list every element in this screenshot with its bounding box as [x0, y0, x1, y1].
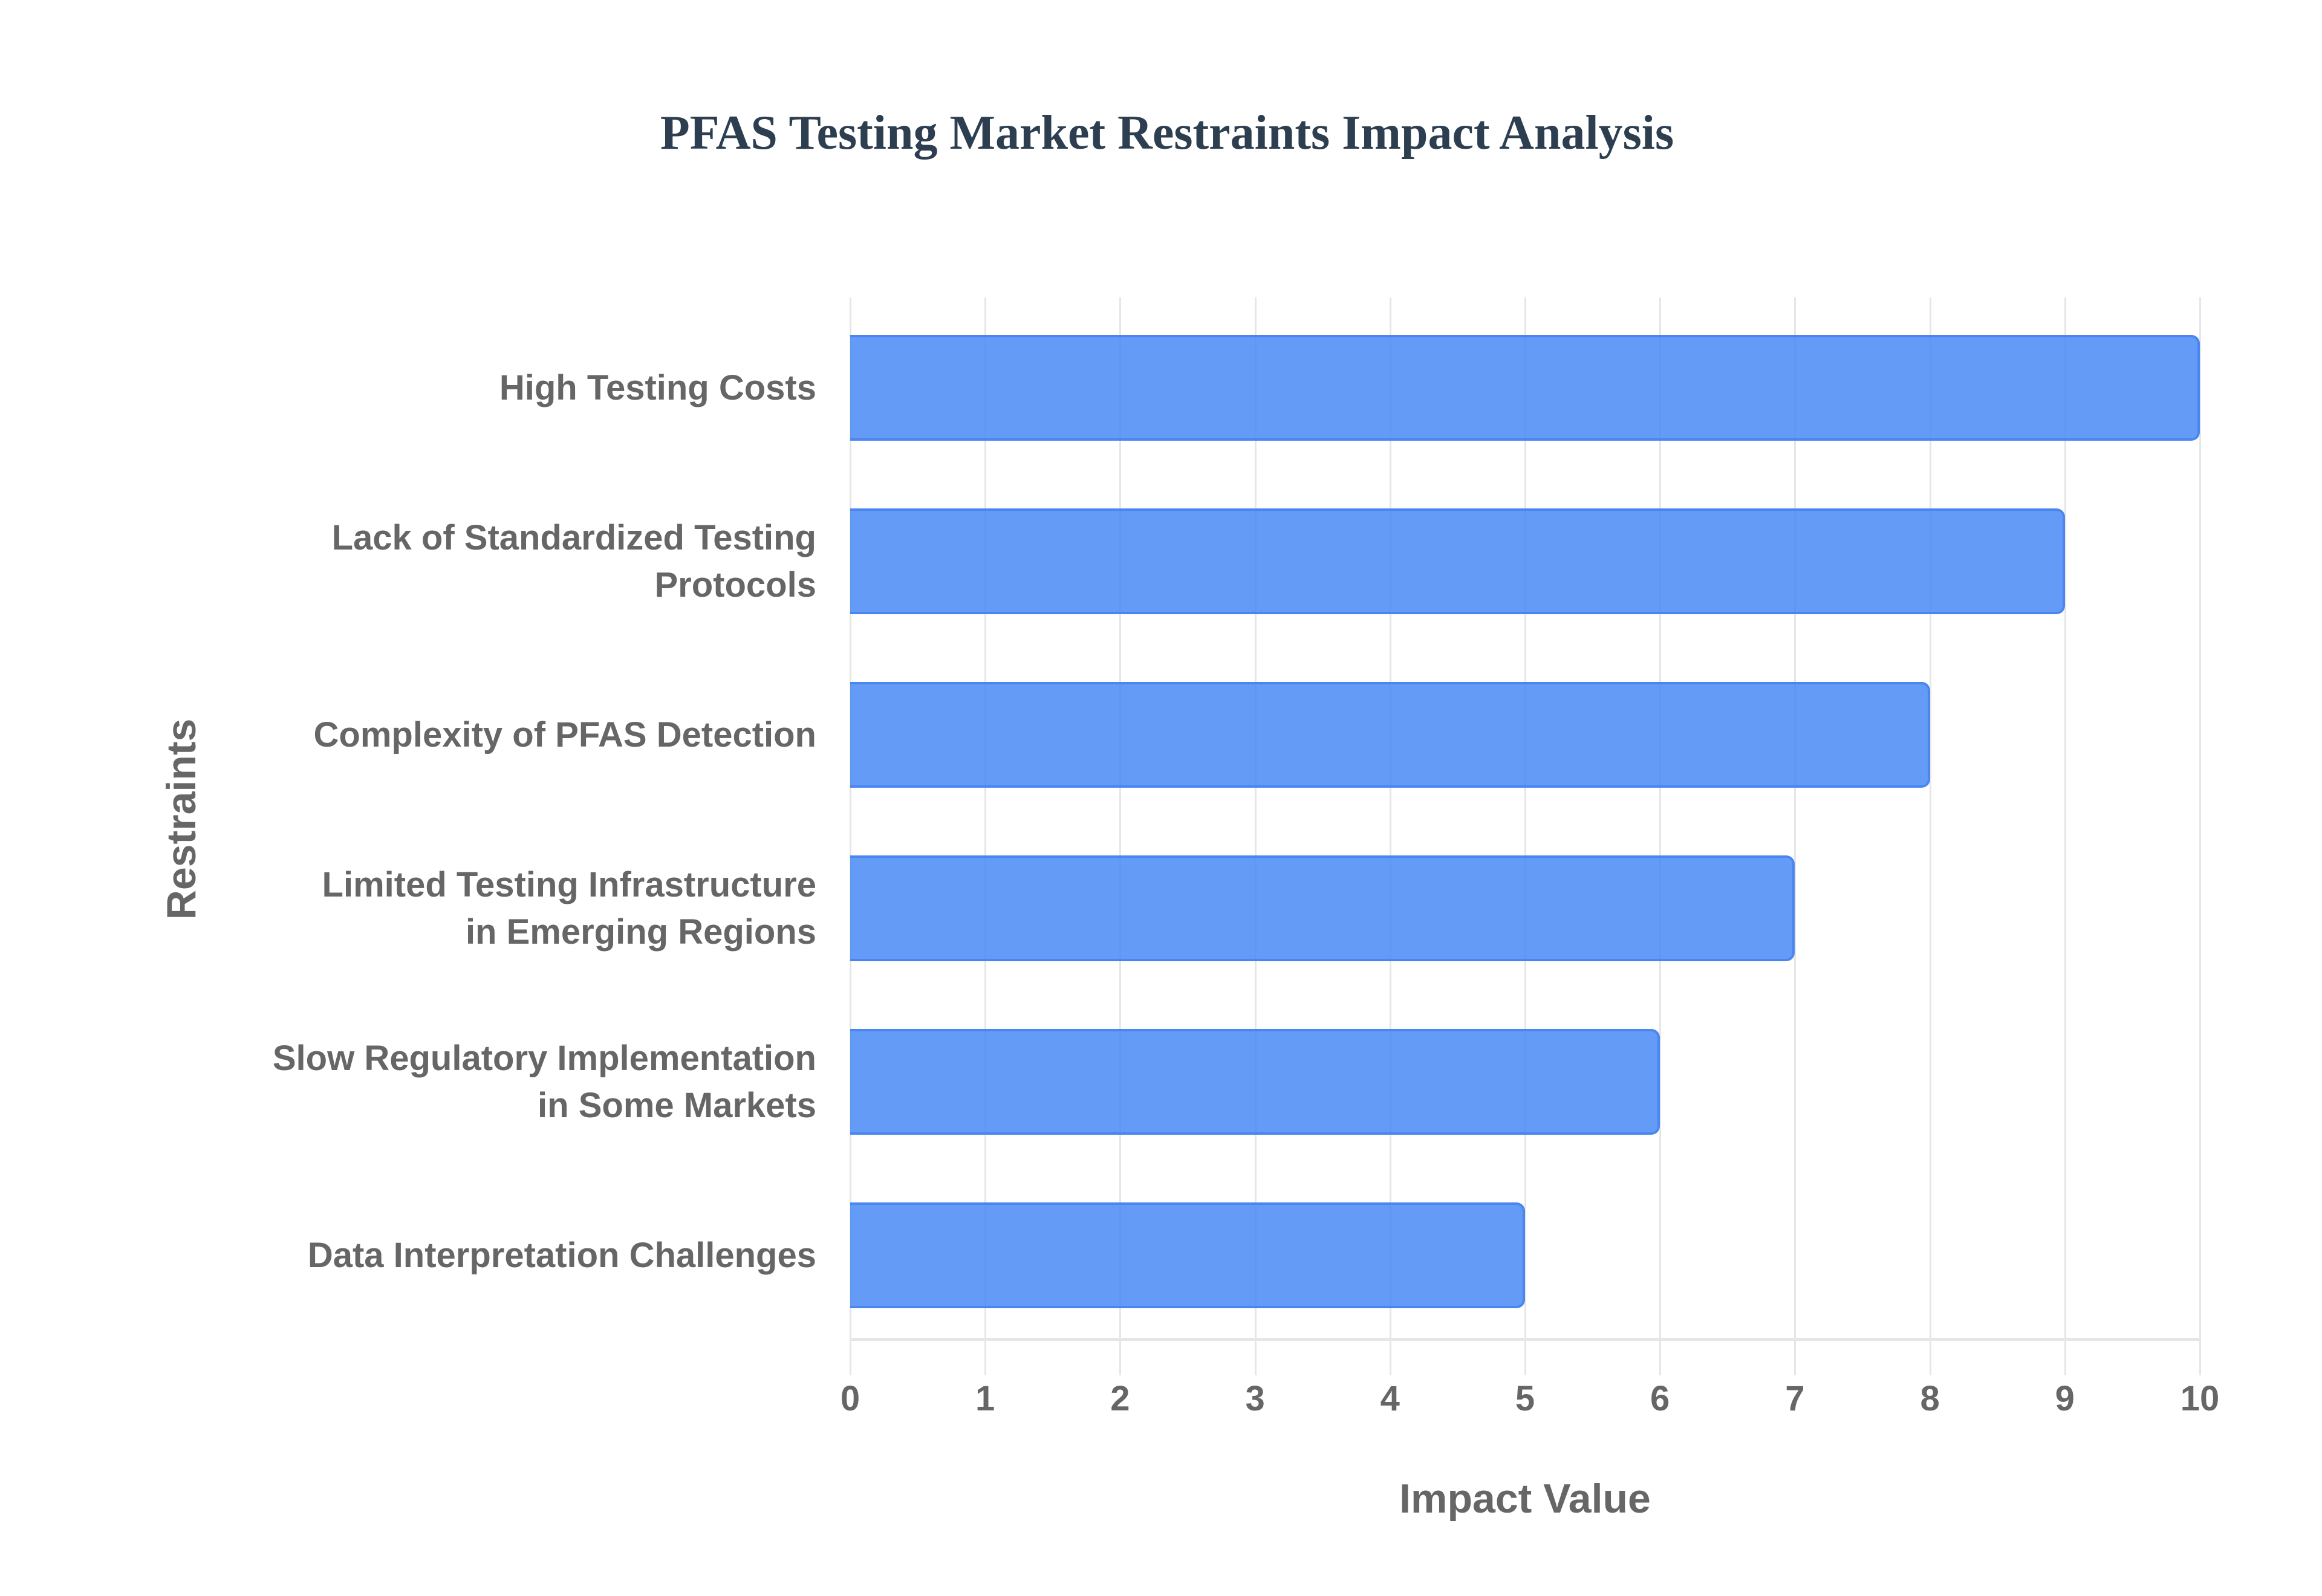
- bar[interactable]: [850, 1029, 1660, 1135]
- gridline: [2064, 297, 2066, 1375]
- gridline: [2199, 297, 2201, 1375]
- bar[interactable]: [850, 335, 2200, 441]
- y-tick-label: Lack of Standardized Testing Protocols: [331, 517, 816, 605]
- x-tick-label: 6: [1650, 1379, 1670, 1418]
- gridline: [1929, 297, 1931, 1375]
- y-axis-title: Restraints: [158, 718, 204, 920]
- bar[interactable]: [850, 1202, 1525, 1308]
- gridline: [1119, 297, 1122, 1375]
- x-tick-label: 8: [1920, 1379, 1940, 1418]
- gridline: [1389, 297, 1391, 1375]
- y-tick-label: Complexity of PFAS Detection: [313, 715, 816, 754]
- gridline: [850, 297, 851, 1375]
- x-tick-label: 7: [1785, 1379, 1805, 1418]
- x-tick-label: 4: [1380, 1379, 1400, 1418]
- x-axis-title: Impact Value: [1399, 1476, 1651, 1522]
- x-tick-label: 9: [2055, 1379, 2075, 1418]
- x-tick-label: 10: [2180, 1379, 2220, 1418]
- y-tick-label: Data Interpretation Challenges: [307, 1235, 816, 1275]
- x-tick-label: 3: [1245, 1379, 1265, 1418]
- x-axis-line: [850, 1338, 2200, 1341]
- bar[interactable]: [850, 682, 1930, 788]
- x-tick-label: 2: [1110, 1379, 1130, 1418]
- bar[interactable]: [850, 855, 1795, 961]
- x-tick-label: 0: [840, 1379, 860, 1418]
- gridline: [1794, 297, 1797, 1375]
- gridline: [1524, 297, 1526, 1375]
- y-tick-label: High Testing Costs: [499, 368, 816, 407]
- x-tick-label: 1: [975, 1379, 995, 1418]
- bar[interactable]: [850, 508, 2065, 614]
- y-tick-label: Slow Regulatory Implementation in Some M…: [272, 1038, 816, 1125]
- gridline: [984, 297, 987, 1375]
- y-tick-label: Limited Testing Infrastructure in Emergi…: [322, 864, 816, 952]
- x-tick-label: 5: [1515, 1379, 1535, 1418]
- gridline: [1659, 297, 1662, 1375]
- chart-title: PFAS Testing Market Restraints Impact An…: [660, 106, 1674, 160]
- gridline: [1254, 297, 1257, 1375]
